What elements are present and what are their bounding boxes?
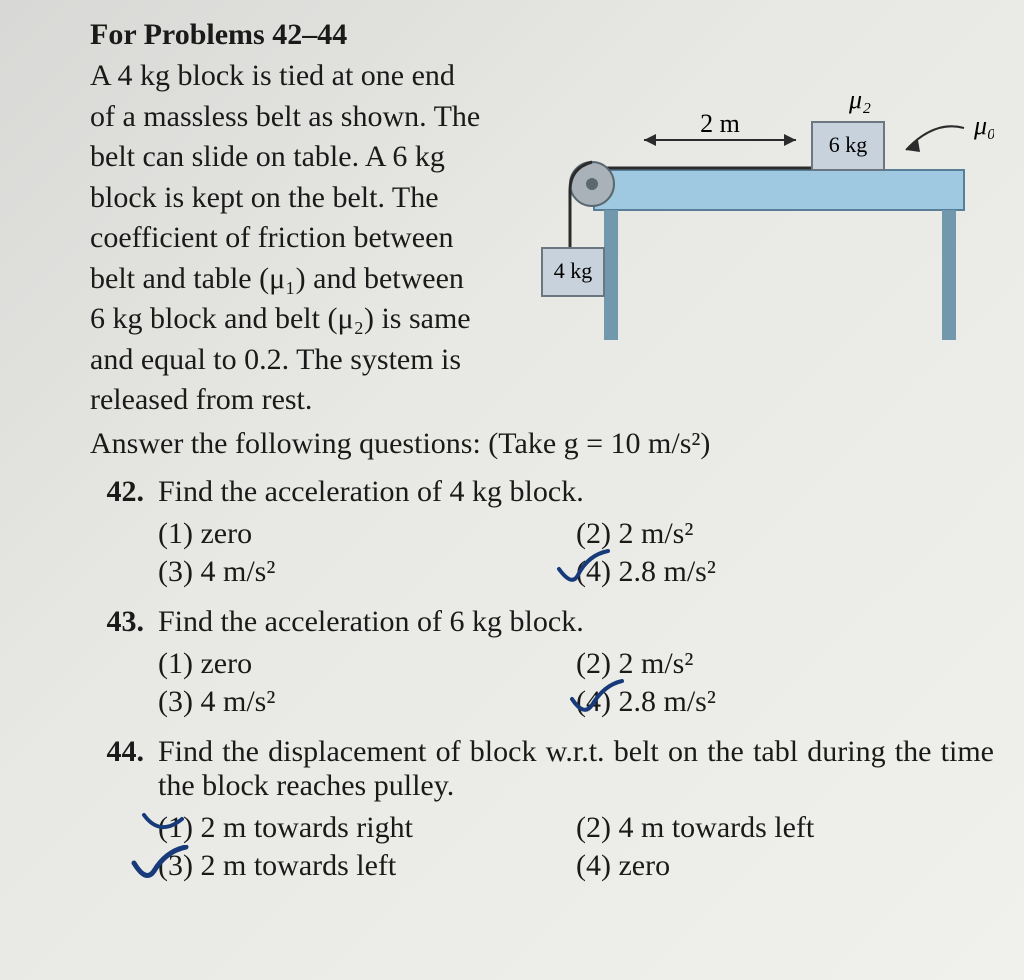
- question-text: Find the displacement of block w.r.t. be…: [158, 735, 994, 803]
- option: (1) zero: [158, 645, 576, 683]
- option: (2) 4 m towards left: [576, 809, 994, 847]
- question-number: 42.: [90, 475, 144, 509]
- passage-line: coefficient of friction between: [90, 221, 453, 254]
- passage-line: 6 kg block and belt (μ₂) is same: [90, 302, 471, 335]
- arrow-right-icon: [784, 134, 796, 146]
- option: (3) 4 m/s²: [158, 683, 576, 721]
- question-text: Find the acceleration of 4 kg block.: [158, 475, 994, 509]
- option: (2) 2 m/s²: [576, 515, 994, 553]
- option: (4) 2.8 m/s²: [576, 683, 994, 721]
- arrow-left-icon: [644, 134, 656, 146]
- pulley-center-icon: [586, 178, 598, 190]
- figure-svg: 4 kg 6 kg 2 m μ₂ μ₀: [534, 50, 994, 350]
- options: (1) zero (2) 2 m/s² (3) 4 m/s² (4) 2.8 m…: [158, 515, 994, 591]
- option: (2) 2 m/s²: [576, 645, 994, 683]
- passage: A 4 kg block is tied at one end of a mas…: [90, 56, 524, 421]
- passage-line: of a massless belt as shown. The: [90, 100, 480, 133]
- option: (4) 2.8 m/s²: [576, 553, 994, 591]
- table-top: [594, 170, 964, 210]
- passage-line: released from rest.: [90, 383, 312, 416]
- dim-label: 2 m: [700, 109, 740, 138]
- content-row: A 4 kg block is tied at one end of a mas…: [90, 56, 994, 421]
- question-body: Find the acceleration of 4 kg block. (1)…: [158, 475, 994, 591]
- options: (1) zero (2) 2 m/s² (3) 4 m/s² (4) 2.8 m…: [158, 645, 994, 721]
- question-body: Find the displacement of block w.r.t. be…: [158, 735, 994, 885]
- table-leg: [942, 210, 956, 340]
- option: (1) 2 m towards right: [158, 809, 576, 847]
- passage-line: and equal to 0.2. The system is: [90, 343, 461, 376]
- question-number: 43.: [90, 605, 144, 639]
- question-number: 44.: [90, 735, 144, 769]
- mu0-label: μ₀: [973, 111, 994, 140]
- question-42: 42. Find the acceleration of 4 kg block.…: [90, 475, 994, 591]
- page: For Problems 42–44 A 4 kg block is tied …: [0, 0, 1024, 905]
- options: (1) 2 m towards right (2) 4 m towards le…: [158, 809, 994, 885]
- option: (3) 4 m/s²: [158, 553, 576, 591]
- option: (1) zero: [158, 515, 576, 553]
- mu2-label: μ₂: [848, 85, 871, 114]
- question-body: Find the acceleration of 6 kg block. (1)…: [158, 605, 994, 721]
- question-44: 44. Find the displacement of block w.r.t…: [90, 735, 994, 885]
- option: (4) zero: [576, 847, 994, 885]
- passage-line: A 4 kg block is tied at one end: [90, 59, 455, 92]
- question-text: Find the acceleration of 6 kg block.: [158, 605, 994, 639]
- answer-line: Answer the following questions: (Take g …: [90, 427, 994, 461]
- problem-heading: For Problems 42–44: [90, 18, 994, 52]
- figure: 4 kg 6 kg 2 m μ₂ μ₀: [534, 50, 994, 350]
- passage-line: belt can slide on table. A 6 kg: [90, 140, 445, 173]
- block-6kg-label: 6 kg: [829, 132, 868, 157]
- passage-line: belt and table (μ₁) and between: [90, 262, 464, 295]
- passage-line: block is kept on the belt. The: [90, 181, 439, 214]
- block-4kg-label: 4 kg: [554, 258, 593, 283]
- option: (3) 2 m towards left: [158, 847, 576, 885]
- question-43: 43. Find the acceleration of 6 kg block.…: [90, 605, 994, 721]
- table-leg: [604, 210, 618, 340]
